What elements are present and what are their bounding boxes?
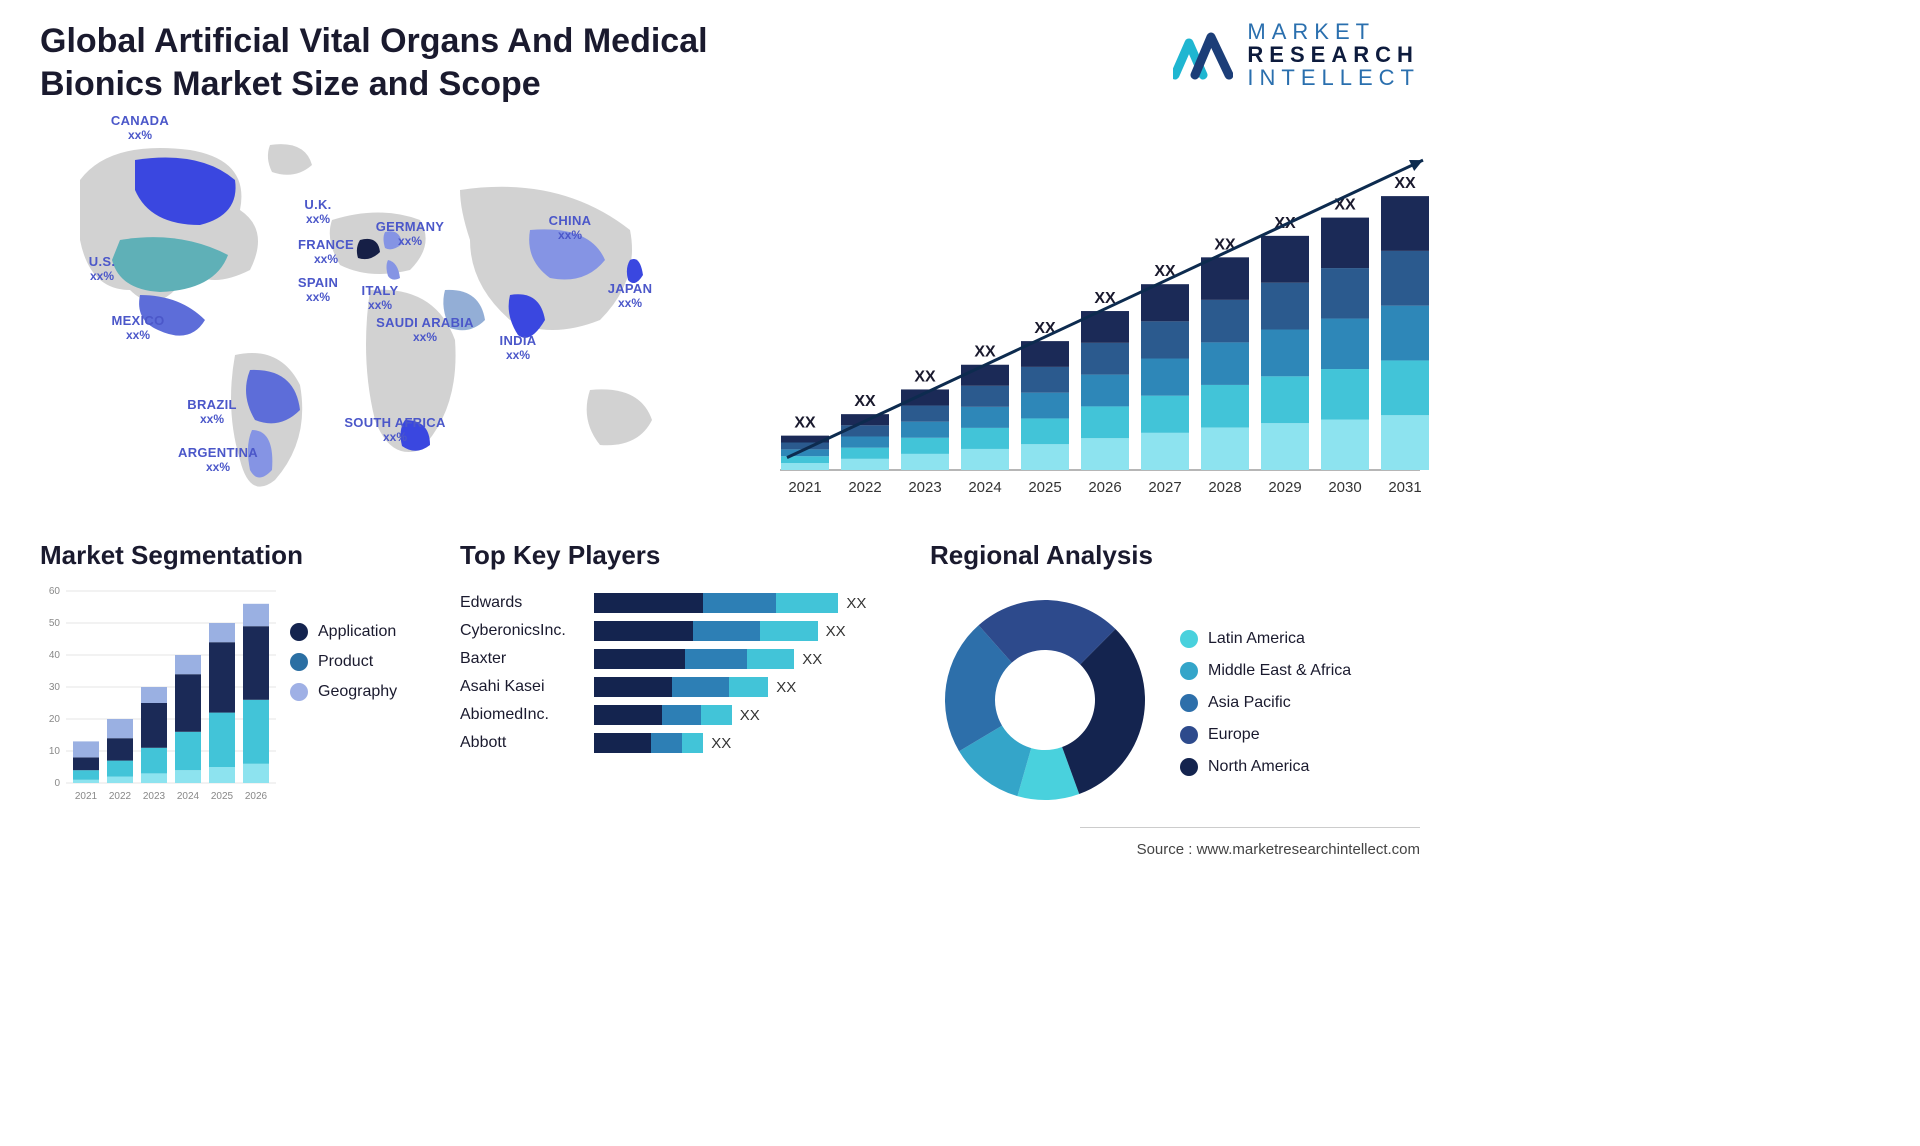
map-label-argentina: ARGENTINAxx% xyxy=(178,446,258,473)
region-legend-item: Asia Pacific xyxy=(1180,694,1420,712)
svg-text:2023: 2023 xyxy=(908,479,941,496)
svg-text:60: 60 xyxy=(49,586,61,597)
regional-title: Regional Analysis xyxy=(930,540,1420,571)
map-label-spain: SPAINxx% xyxy=(298,276,338,303)
svg-text:50: 50 xyxy=(49,618,61,629)
kp-value: XX xyxy=(776,679,796,696)
region-legend-item: Europe xyxy=(1180,726,1420,744)
key-players-chart: EdwardsCyberonicsInc.BaxterAsahi KaseiAb… xyxy=(460,585,890,761)
map-label-mexico: MEXICOxx% xyxy=(111,314,164,341)
kp-label: Asahi Kasei xyxy=(460,673,580,701)
svg-text:2030: 2030 xyxy=(1328,479,1361,496)
segmentation-legend-item: Product xyxy=(290,653,397,671)
svg-text:2024: 2024 xyxy=(177,791,200,802)
segmentation-legend-item: Geography xyxy=(290,683,397,701)
divider xyxy=(1080,827,1420,828)
kp-row: XX xyxy=(594,589,890,617)
kp-value: XX xyxy=(802,651,822,668)
kp-row: XX xyxy=(594,729,890,757)
kp-row: XX xyxy=(594,617,890,645)
main-bar-chart: XX2021XX2022XX2023XX2024XX2025XX2026XX20… xyxy=(760,120,1430,520)
svg-text:2025: 2025 xyxy=(1028,479,1061,496)
map-label-japan: JAPANxx% xyxy=(608,282,653,309)
svg-text:XX: XX xyxy=(1394,175,1416,192)
kp-row: XX xyxy=(594,701,890,729)
svg-text:XX: XX xyxy=(974,344,996,361)
kp-row: XX xyxy=(594,645,890,673)
map-label-saudiarabia: SAUDI ARABIAxx% xyxy=(376,316,474,343)
svg-text:2026: 2026 xyxy=(1088,479,1121,496)
svg-text:2024: 2024 xyxy=(968,479,1001,496)
map-label-france: FRANCExx% xyxy=(298,238,354,265)
regional-section: Regional Analysis Latin America Middle Ea… xyxy=(930,540,1420,820)
map-label-germany: GERMANYxx% xyxy=(376,220,445,247)
segmentation-legend-item: Application xyxy=(290,623,397,641)
svg-text:XX: XX xyxy=(1214,236,1236,253)
map-label-southafrica: SOUTH AFRICAxx% xyxy=(344,416,445,443)
svg-text:XX: XX xyxy=(914,368,936,385)
svg-text:2028: 2028 xyxy=(1208,479,1241,496)
map-label-china: CHINAxx% xyxy=(549,214,592,241)
region-legend-item: Middle East & Africa xyxy=(1180,662,1420,680)
brand-line-1: MARKET xyxy=(1247,20,1420,43)
svg-text:2027: 2027 xyxy=(1148,479,1181,496)
kp-value: XX xyxy=(846,595,866,612)
map-label-italy: ITALYxx% xyxy=(362,284,399,311)
kp-value: XX xyxy=(826,623,846,640)
svg-text:0: 0 xyxy=(54,778,60,789)
page-title: Global Artificial Vital Organs And Medic… xyxy=(40,20,820,105)
svg-text:2031: 2031 xyxy=(1388,479,1421,496)
world-map-panel: CANADAxx%U.S.xx%MEXICOxx%BRAZILxx%ARGENT… xyxy=(40,120,680,520)
kp-label: Abbott xyxy=(460,729,580,757)
svg-text:10: 10 xyxy=(49,746,61,757)
segmentation-chart: 0 10 20 30 40 50 60 2021 2022 2023 2024 2025 2026 Ap… xyxy=(40,585,420,815)
header: Global Artificial Vital Organs And Medic… xyxy=(40,20,1420,105)
map-label-india: INDIAxx% xyxy=(500,334,537,361)
brand-m-icon xyxy=(1173,29,1233,81)
map-label-canada: CANADAxx% xyxy=(111,114,169,141)
brand-logo: MARKET RESEARCH INTELLECT xyxy=(1173,20,1420,89)
key-players-section: Top Key Players EdwardsCyberonicsInc.Bax… xyxy=(460,540,890,820)
kp-value: XX xyxy=(711,735,731,752)
source-text: Source : www.marketresearchintellect.com xyxy=(1137,841,1420,858)
svg-text:40: 40 xyxy=(49,650,61,661)
svg-text:2021: 2021 xyxy=(788,479,821,496)
kp-value: XX xyxy=(740,707,760,724)
map-label-brazil: BRAZILxx% xyxy=(187,398,236,425)
svg-text:2022: 2022 xyxy=(848,479,881,496)
segmentation-title: Market Segmentation xyxy=(40,540,420,571)
regional-chart: Latin America Middle East & Africa Asia Pa… xyxy=(930,585,1420,820)
svg-text:XX: XX xyxy=(794,415,816,432)
kp-label: AbiomedInc. xyxy=(460,701,580,729)
kp-row: XX xyxy=(594,673,890,701)
region-legend-item: Latin America xyxy=(1180,630,1420,648)
key-players-title: Top Key Players xyxy=(460,540,890,571)
brand-line-3: INTELLECT xyxy=(1247,66,1420,89)
svg-text:2023: 2023 xyxy=(143,791,166,802)
svg-text:2025: 2025 xyxy=(211,791,234,802)
kp-label: Baxter xyxy=(460,645,580,673)
svg-text:30: 30 xyxy=(49,682,61,693)
svg-text:2026: 2026 xyxy=(245,791,268,802)
segmentation-section: Market Segmentation 0 10 20 30 40 50 60 2021 202… xyxy=(40,540,420,820)
svg-text:2022: 2022 xyxy=(109,791,132,802)
svg-text:20: 20 xyxy=(49,714,61,725)
brand-line-2: RESEARCH xyxy=(1247,43,1420,66)
kp-label: CyberonicsInc. xyxy=(460,617,580,645)
svg-text:XX: XX xyxy=(854,393,876,410)
map-label-us: U.S.xx% xyxy=(89,255,115,282)
svg-text:2021: 2021 xyxy=(75,791,98,802)
svg-text:2029: 2029 xyxy=(1268,479,1301,496)
kp-label: Edwards xyxy=(460,589,580,617)
map-label-uk: U.K.xx% xyxy=(304,198,331,225)
region-legend-item: North America xyxy=(1180,758,1420,776)
